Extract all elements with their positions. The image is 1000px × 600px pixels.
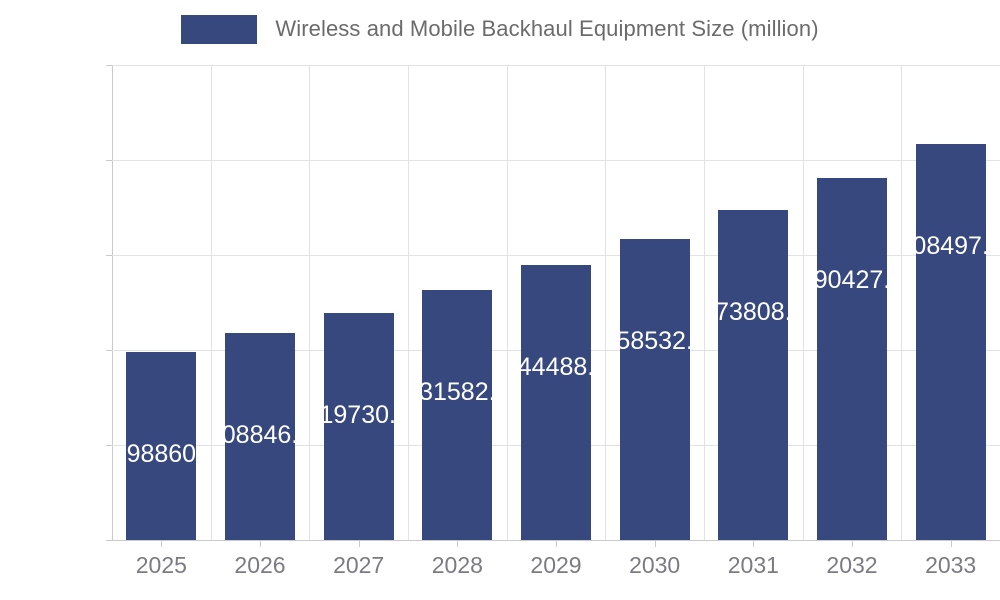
x-axis-tick-label: 2029 (530, 552, 582, 578)
bar-value-label: 98860 (126, 440, 197, 469)
gridline-vertical (803, 65, 804, 540)
bar-value-label: 131582.1 (422, 377, 492, 406)
gridline-horizontal (112, 255, 1000, 256)
bar[interactable]: 119730.2 (323, 312, 394, 540)
legend-color-swatch (181, 14, 258, 44)
bar-value-label: 119730.2 (323, 400, 394, 429)
x-axis-tick-mark (753, 540, 754, 547)
x-axis-tick-mark (260, 540, 261, 547)
bar-value-label: 108846.8 (225, 421, 295, 450)
bar-value-label: 208497.1 (915, 231, 986, 260)
x-axis-tick-label: 2025 (135, 552, 187, 578)
y-axis-tick-mark (106, 65, 112, 66)
x-axis-tick-mark (655, 540, 656, 547)
bar-value-label: 173808.6 (718, 297, 788, 326)
x-axis-tick-label: 2030 (629, 552, 681, 578)
bar[interactable]: 208497.1 (915, 143, 986, 540)
bar-value-label: 190427.4 (817, 266, 887, 295)
gridline-vertical (901, 65, 902, 540)
x-axis-tick-label: 2031 (727, 552, 779, 578)
gridline-vertical (211, 65, 212, 540)
x-axis-tick-mark (852, 540, 853, 547)
gridline-vertical (704, 65, 705, 540)
gridline-vertical (408, 65, 409, 540)
gridline-vertical (605, 65, 606, 540)
gridline-horizontal (112, 160, 1000, 161)
x-axis-tick-label: 2033 (925, 552, 977, 578)
bar[interactable]: 144488.3 (521, 265, 591, 540)
y-axis-line (112, 65, 113, 540)
bar[interactable]: 98860 (126, 352, 197, 540)
y-axis-tick-mark (106, 160, 112, 161)
y-axis-tick-mark (106, 445, 112, 446)
x-axis-tick-mark (556, 540, 557, 547)
x-axis-tick-label: 2028 (431, 552, 483, 578)
y-axis-tick-mark (106, 350, 112, 351)
bar[interactable]: 108846.8 (225, 333, 295, 540)
x-axis-tick-label: 2032 (826, 552, 878, 578)
gridline-vertical (309, 65, 310, 540)
plot-area: 98860 108846.8 119730.2 131582.1 144488.3 158… (106, 65, 1000, 578)
x-axis-tick-label: 2026 (234, 552, 286, 578)
x-axis-tick-mark (457, 540, 458, 547)
bar[interactable]: 173808.6 (718, 209, 789, 540)
x-axis-tick-label: 2027 (333, 552, 385, 578)
x-axis-tick-mark (359, 540, 360, 547)
x-axis-tick-mark (161, 540, 162, 547)
bar-value-label: 158532.5 (619, 326, 690, 355)
bar-value-label: 144488.3 (521, 353, 591, 382)
legend-series-label: Wireless and Mobile Backhaul Equipment S… (275, 16, 819, 41)
bar[interactable]: 131582.1 (422, 289, 493, 540)
gridline-horizontal (112, 65, 1000, 66)
y-axis-tick-mark (106, 255, 112, 256)
gridline-vertical (507, 65, 508, 540)
bar[interactable]: 190427.4 (817, 178, 887, 540)
chart-legend: Wireless and Mobile Backhaul Equipment S… (0, 0, 1000, 58)
y-axis-tick-mark (106, 540, 112, 541)
bar[interactable]: 158532.5 (619, 238, 690, 540)
x-axis-tick-mark (951, 540, 952, 547)
